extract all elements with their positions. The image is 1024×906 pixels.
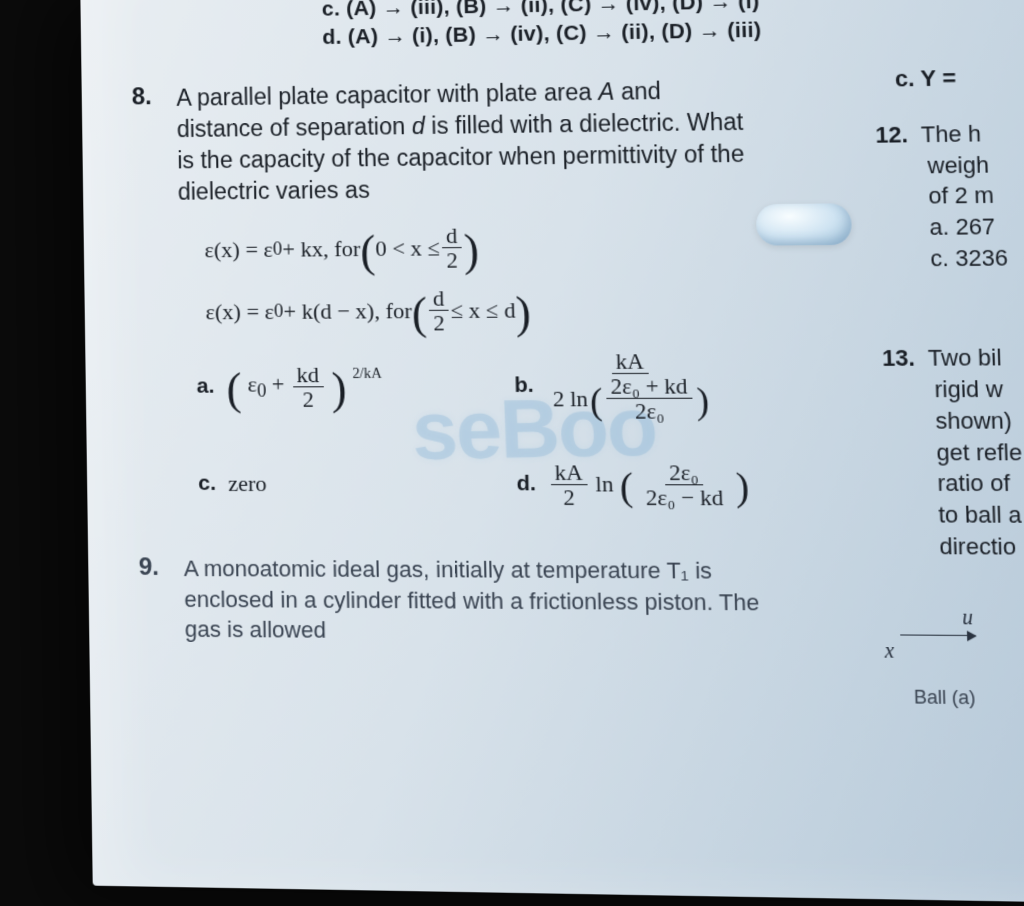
q8-opt-a-frac-n: kd [292, 362, 323, 387]
q13-number: 13. [882, 345, 916, 371]
q13-l4: get refle [936, 436, 1024, 468]
q8-opt-b-label: b. [514, 373, 534, 398]
q8-opt-d-inner-d: 2ε₀ − kd [641, 485, 727, 509]
q13-l1: Two bil [928, 345, 1002, 372]
q8-opt-b-inner-d: 2ε₀ [630, 399, 668, 423]
q8-opt-a-frac: kd 2 [292, 362, 324, 410]
q8-opt-d-coeff-d: 2 [559, 485, 579, 509]
q8-options: a. ( ε0 + kd 2 ) 2/kA b. kA [196, 348, 855, 510]
arrow-line-icon [900, 634, 976, 636]
q8-text: A parallel plate capacitor with plate ar… [176, 74, 755, 208]
q8-opt-d-innerfrac: 2ε₀ 2ε₀ − kd [641, 460, 728, 509]
q8-eq1-sub0: 0 [273, 239, 283, 260]
q13-l3: shown) [935, 405, 1024, 437]
q9-number: 9. [139, 553, 180, 582]
q8-opt-b-innerfrac: 2ε₀ + kd 2ε₀ [606, 373, 693, 422]
q8-opt-d-coeff: kA 2 [550, 460, 588, 509]
q8-eq2-frac-n: d [429, 287, 449, 312]
question-8: 8. A parallel plate capacitor with plate… [132, 73, 855, 510]
q13-l5: ratio of [937, 468, 1024, 500]
q8-opt-a-exp: 2/kA [352, 366, 382, 384]
q8-eq2-sub0: 0 [274, 301, 284, 322]
q8-number: 8. [132, 83, 173, 112]
ball-a-label: Ball (a) [914, 687, 976, 710]
q8-eq1-lhs: ε(x) = ε [204, 236, 273, 263]
right-column: 12. The h weigh of 2 m a. 267 c. 3236 13… [870, 0, 1024, 563]
q8-formulae: ε(x) = ε0 + kx, for ( 0 < x ≤ d 2 ) ε(x)… [204, 220, 849, 336]
q9-text: A monoatomic ideal gas, initially at tem… [184, 553, 768, 649]
q12-l3: of 2 m [928, 178, 1024, 212]
q8-opt-d-inner-n: 2ε₀ [665, 460, 704, 485]
q8-eq1-frac-d: 2 [442, 248, 462, 272]
q12-l1: The h [921, 121, 982, 148]
q8-opt-b-2ln: 2 ln [553, 386, 589, 410]
question-12-fragment: 12. The h weigh of 2 m a. 267 c. 3236 [875, 116, 1024, 275]
q8-opt-b-bigfrac: kA 2 ln ( 2ε₀ + kd 2ε₀ ) [548, 348, 714, 422]
q8-eq2-frac-d: 2 [429, 311, 449, 335]
q8-eq2-mid: + k(d − x), for [283, 298, 412, 325]
q8-eq1-range-a: 0 < x ≤ [375, 235, 440, 262]
q8-opt-a-label: a. [196, 375, 214, 400]
q8-eq1-frac: d 2 [442, 224, 463, 273]
vector-diagram: x u [890, 623, 987, 648]
q12-opt-c: c. 3236 [930, 241, 1024, 274]
q8-option-d: d. kA 2 ln ( 2ε₀ 2ε₀ − kd ) [516, 460, 855, 510]
page-surface: seBoo c. Y = b. (A) → (iv), (B) → (iii),… [80, 0, 1024, 906]
q8-opt-d-coeff-n: kA [550, 460, 587, 485]
q8-opt-c-label: c. [198, 472, 216, 497]
q8-opt-d-ln: ln [595, 471, 614, 498]
q8-eq2: ε(x) = ε0 + k(d − x), for ( d 2 ≤ x ≤ d … [205, 284, 849, 336]
q8-opt-a-eps0: ε0 + [247, 371, 285, 402]
arrow-u-label: u [962, 606, 974, 630]
q8-eq1: ε(x) = ε0 + kx, for ( 0 < x ≤ d 2 ) [204, 220, 847, 274]
arrow-x-label: x [884, 640, 894, 664]
q8-opt-b-inner-n: 2ε₀ + kd [606, 373, 692, 398]
q12-opt-a: a. 267 [929, 209, 1024, 243]
q8-option-b: b. kA 2 ln ( 2ε₀ + kd 2ε₀ ) [514, 348, 853, 423]
q8-opt-c-text: zero [228, 471, 267, 498]
q8-opt-a-frac-d: 2 [298, 387, 318, 411]
q12-number: 12. [875, 122, 908, 148]
question-9: 9. A monoatomic ideal gas, initially at … [139, 553, 859, 650]
q8-eq2-frac: d 2 [429, 287, 450, 336]
q8-opt-b-top: kA [611, 349, 648, 374]
q12-l2: weigh [927, 147, 1024, 181]
q8-opt-d-label: d. [516, 472, 536, 497]
q8-option-c: c. zero [198, 471, 507, 498]
q8-option-a: a. ( ε0 + kd 2 ) 2/kA [196, 362, 504, 411]
q8-eq1-mid: + kx, for [282, 235, 361, 262]
q8-opt-b-bottom: 2 ln ( 2ε₀ + kd 2ε₀ ) [548, 373, 714, 422]
q8-eq2-range-b: ≤ x ≤ d [450, 297, 515, 324]
q13-l7: directio [939, 531, 1024, 564]
q8-eq2-lhs: ε(x) = ε [205, 299, 274, 326]
q13-l6: to ball a [938, 499, 1024, 531]
q13-l2: rigid w [934, 373, 1024, 405]
q8-eq1-frac-n: d [442, 224, 462, 249]
question-13-fragment: 13. Two bil rigid w shown) get refle rat… [882, 342, 1024, 563]
q7-option-d: d. (A) → (i), (B) → (iv), (C) → (ii), (D… [322, 17, 841, 50]
left-column: b. (A) → (iv), (B) → (iii), (C) → (i), (… [130, 0, 859, 650]
